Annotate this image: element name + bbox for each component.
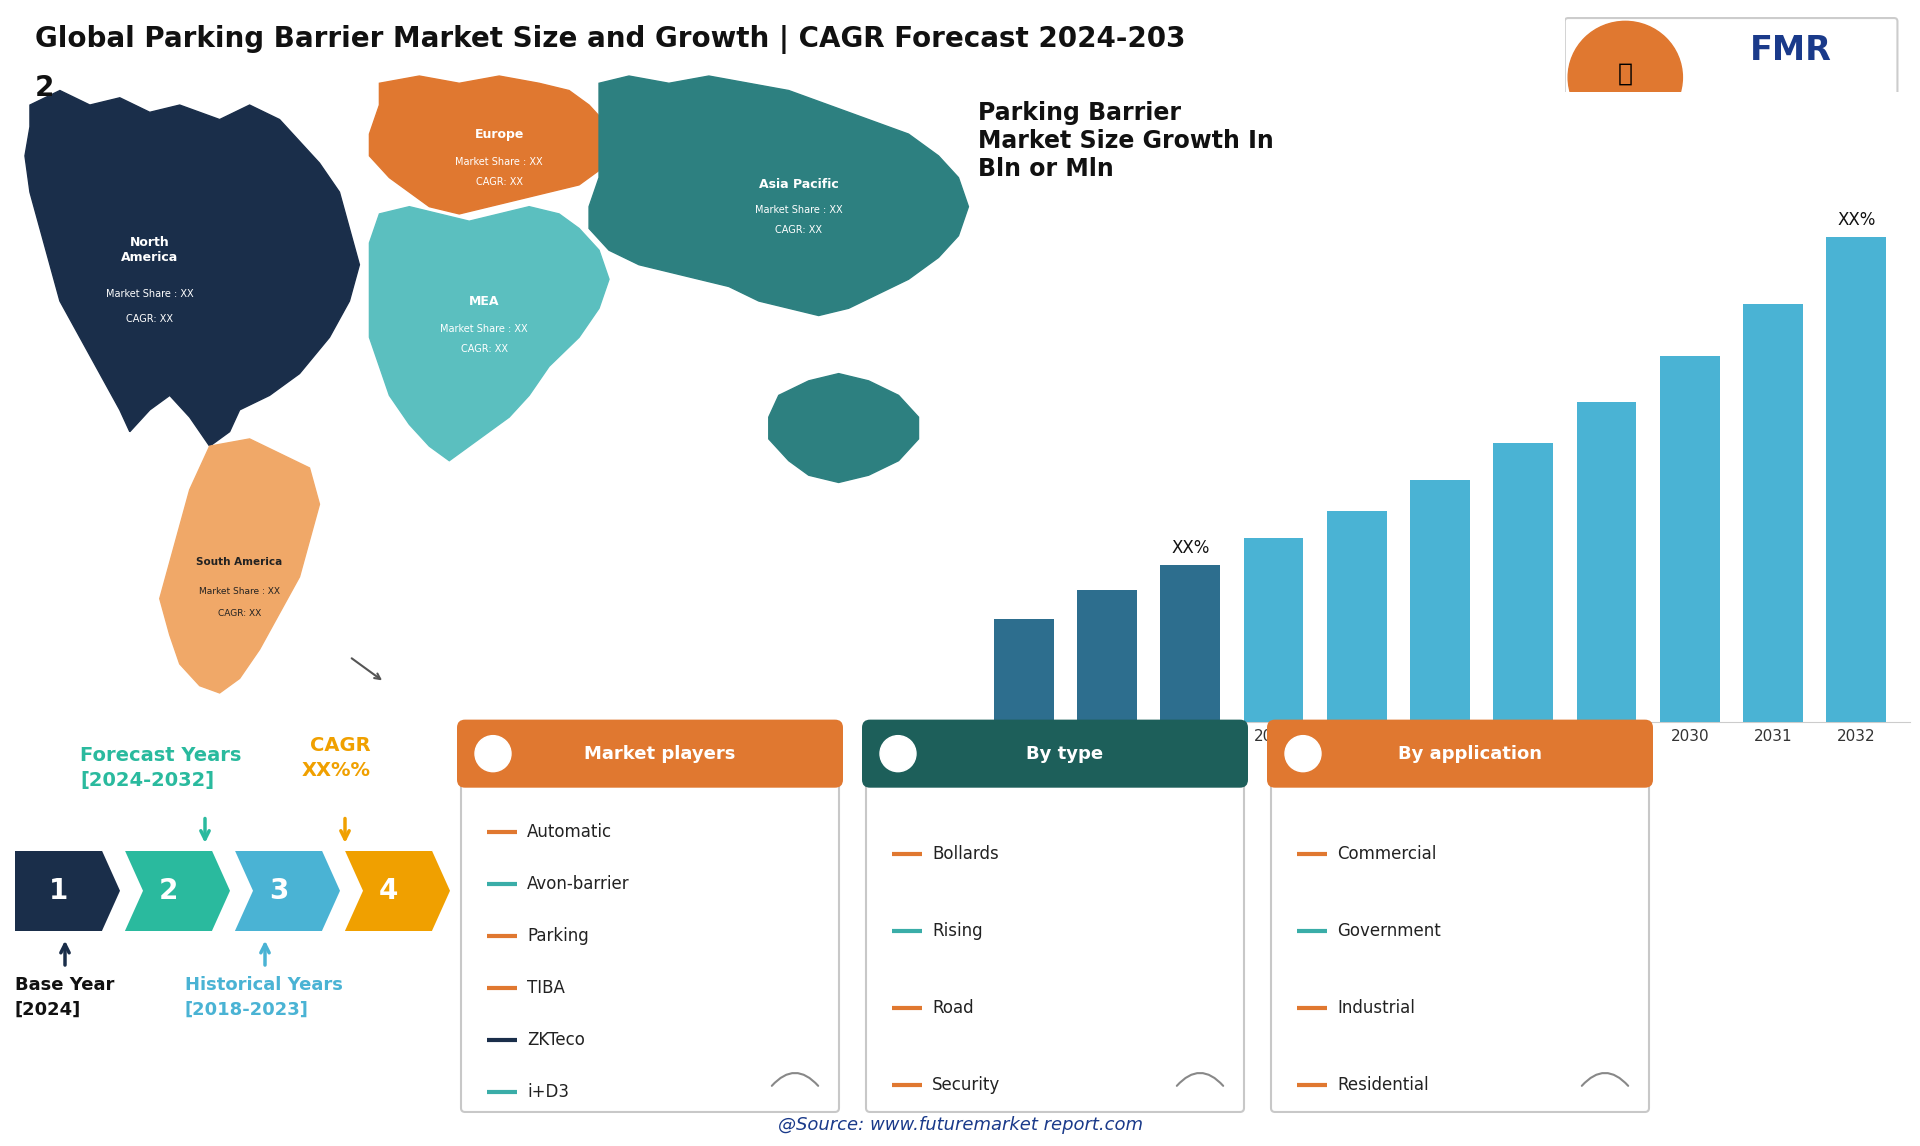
FancyBboxPatch shape [866, 780, 1244, 1112]
Text: CAGR: XX: CAGR: XX [476, 176, 522, 187]
Polygon shape [346, 850, 363, 931]
Text: MEA: MEA [468, 295, 499, 307]
Text: Government: Government [1336, 921, 1440, 940]
Bar [1576, 402, 1636, 722]
FancyBboxPatch shape [862, 720, 1248, 787]
Polygon shape [211, 850, 230, 931]
FancyBboxPatch shape [461, 780, 839, 1112]
Polygon shape [323, 850, 340, 931]
Polygon shape [125, 850, 142, 931]
FancyBboxPatch shape [15, 850, 102, 931]
Bar [1494, 444, 1553, 722]
Circle shape [474, 736, 511, 771]
Text: Market Share : XX: Market Share : XX [455, 157, 543, 166]
Text: XX%: XX% [1171, 539, 1210, 557]
Text: Residential: Residential [1336, 1076, 1428, 1094]
Text: FMR: FMR [1749, 34, 1832, 68]
Text: 2: 2 [159, 877, 179, 905]
Text: [2024]: [2024] [15, 1000, 81, 1019]
Text: Market players: Market players [584, 745, 735, 762]
Text: Security: Security [931, 1076, 1000, 1094]
Text: Market Share : XX: Market Share : XX [200, 587, 280, 596]
Polygon shape [102, 850, 119, 931]
Bar [1409, 479, 1471, 722]
Text: Historical Years: Historical Years [184, 976, 344, 994]
Text: XX%%: XX%% [301, 761, 371, 779]
Text: FUTURE MARKET REPORT: FUTURE MARKET REPORT [1749, 100, 1862, 108]
Text: CAGR: XX: CAGR: XX [461, 344, 507, 354]
Polygon shape [589, 76, 968, 315]
Bar [1659, 355, 1720, 722]
Text: [2024-2032]: [2024-2032] [81, 770, 215, 790]
Text: Industrial: Industrial [1336, 999, 1415, 1017]
Polygon shape [369, 206, 609, 461]
Text: i+D3: i+D3 [526, 1083, 568, 1101]
Text: Asia Pacific: Asia Pacific [758, 179, 839, 191]
Polygon shape [768, 374, 918, 482]
Text: [2018-2023]: [2018-2023] [184, 1000, 309, 1019]
Circle shape [879, 736, 916, 771]
FancyBboxPatch shape [1271, 780, 1649, 1112]
Text: 1: 1 [48, 877, 67, 905]
Text: Parking: Parking [526, 927, 589, 945]
Bar [1244, 539, 1304, 722]
Text: Rising: Rising [931, 921, 983, 940]
FancyBboxPatch shape [234, 850, 323, 931]
FancyBboxPatch shape [346, 850, 432, 931]
Polygon shape [369, 76, 618, 214]
Text: @Source: www.futuremarket report.com: @Source: www.futuremarket report.com [778, 1116, 1142, 1135]
Text: CAGR: XX: CAGR: XX [219, 609, 261, 618]
Bar [1327, 510, 1386, 722]
Text: Avon-barrier: Avon-barrier [526, 874, 630, 893]
Text: 4: 4 [378, 877, 397, 905]
Text: Road: Road [931, 999, 973, 1017]
Text: CAGR: CAGR [309, 736, 371, 755]
Text: Global Parking Barrier Market Size and Growth | CAGR Forecast 2024-203: Global Parking Barrier Market Size and G… [35, 25, 1185, 54]
Polygon shape [234, 850, 253, 931]
Bar [1743, 304, 1803, 722]
Text: CAGR: XX: CAGR: XX [127, 314, 173, 324]
Text: XX%: XX% [1837, 211, 1876, 229]
Text: Base Year: Base Year [15, 976, 115, 994]
Text: 3: 3 [269, 877, 288, 905]
Circle shape [1569, 22, 1682, 133]
Text: Automatic: Automatic [526, 823, 612, 841]
Text: Forecast Years: Forecast Years [81, 746, 242, 764]
Text: ZKTeco: ZKTeco [526, 1031, 586, 1050]
Text: Commercial: Commercial [1336, 845, 1436, 863]
Text: Market Share : XX: Market Share : XX [755, 205, 843, 215]
Text: Market Share : XX: Market Share : XX [440, 323, 528, 333]
Text: South America: South America [196, 557, 282, 567]
Polygon shape [25, 91, 359, 446]
FancyBboxPatch shape [125, 850, 211, 931]
Text: 🔍: 🔍 [1619, 62, 1632, 86]
Polygon shape [432, 850, 449, 931]
Text: North
America: North America [121, 236, 179, 265]
Text: Europe: Europe [474, 127, 524, 141]
Text: By type: By type [1027, 745, 1104, 762]
Text: By application: By application [1398, 745, 1542, 762]
Text: Parking Barrier
Market Size Growth In
Bln or Mln: Parking Barrier Market Size Growth In Bl… [977, 101, 1273, 181]
Text: Market Share : XX: Market Share : XX [106, 289, 194, 299]
FancyBboxPatch shape [457, 720, 843, 787]
Text: TIBA: TIBA [526, 979, 564, 997]
Bar [1077, 590, 1137, 722]
Polygon shape [159, 439, 319, 693]
FancyBboxPatch shape [1267, 720, 1653, 787]
Text: CAGR: XX: CAGR: XX [776, 225, 822, 235]
Bar [1160, 565, 1221, 722]
Bar [995, 619, 1054, 722]
Text: 2: 2 [35, 74, 54, 102]
Bar [1826, 237, 1885, 722]
Text: Bollards: Bollards [931, 845, 998, 863]
Circle shape [1284, 736, 1321, 771]
